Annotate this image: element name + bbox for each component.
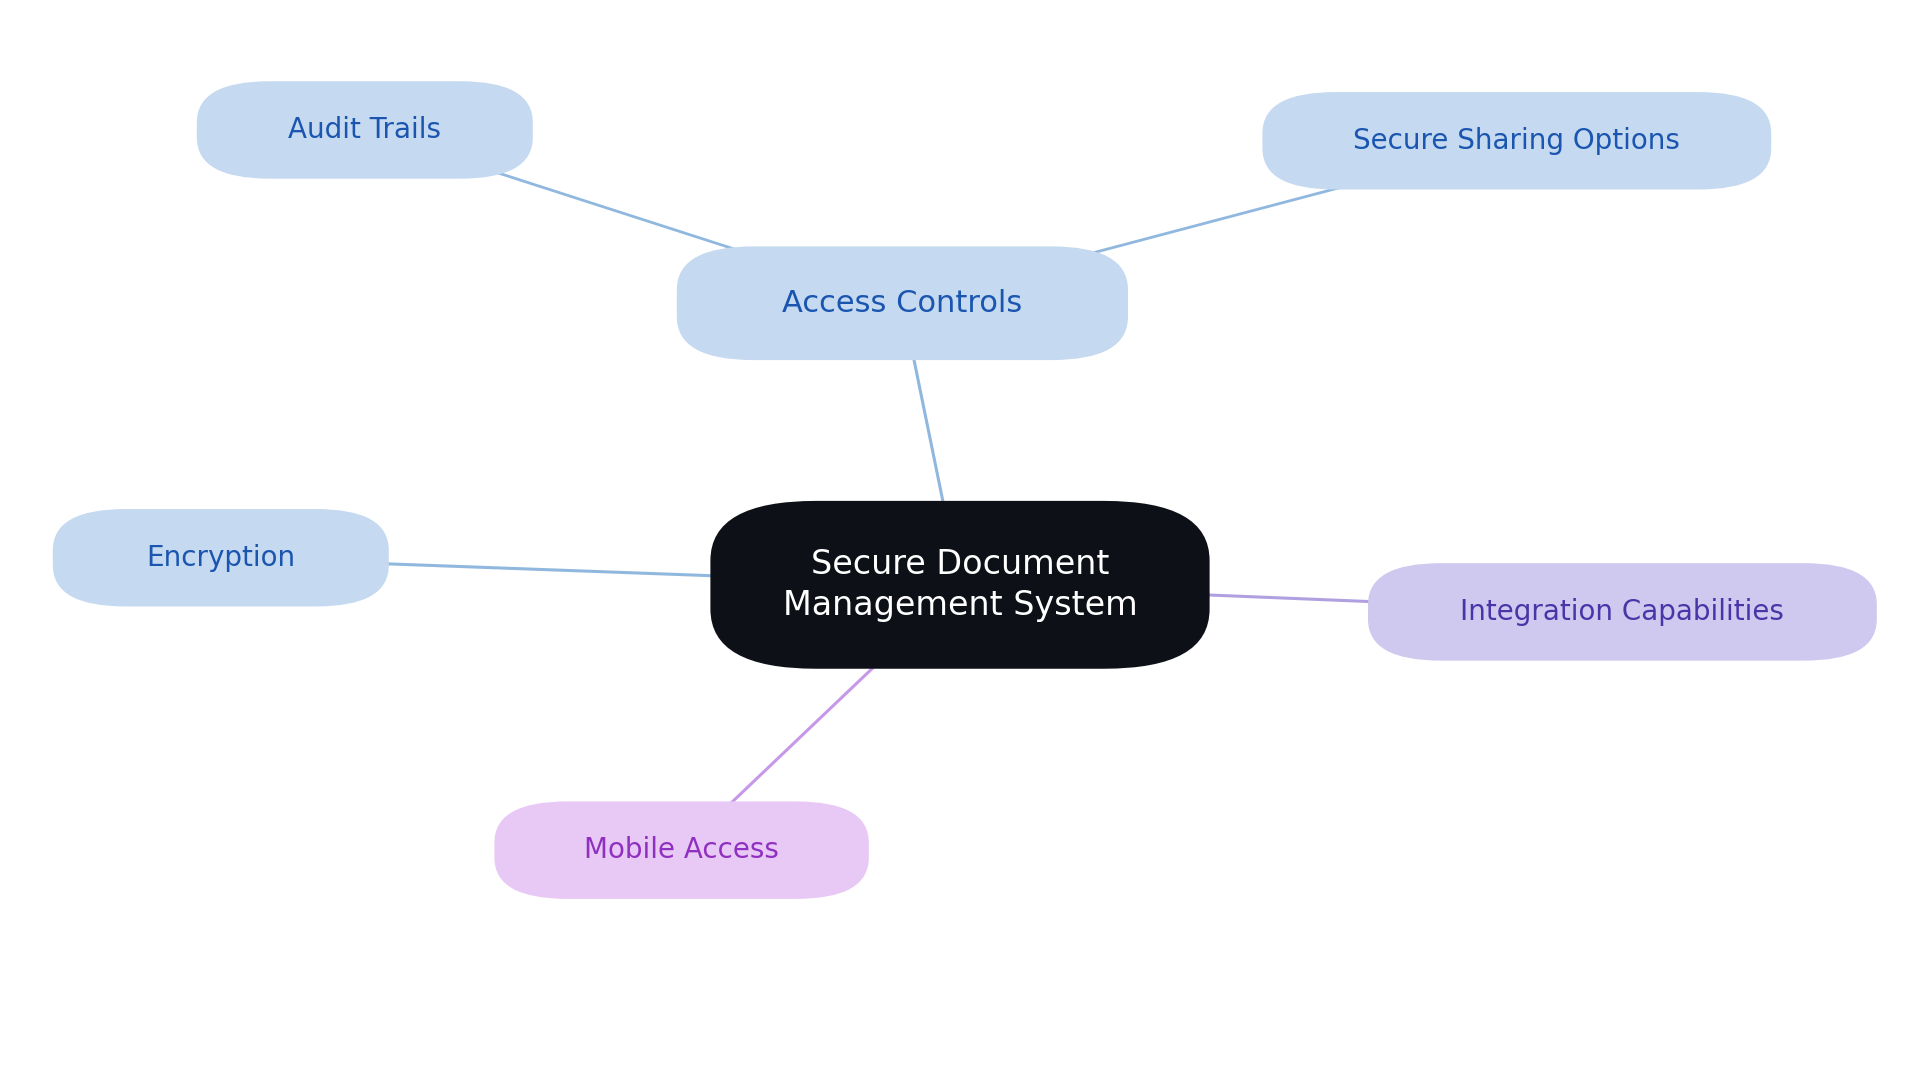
FancyBboxPatch shape bbox=[493, 801, 868, 899]
Text: Mobile Access: Mobile Access bbox=[584, 836, 780, 864]
FancyBboxPatch shape bbox=[54, 509, 388, 606]
Text: Audit Trails: Audit Trails bbox=[288, 116, 442, 144]
Text: Integration Capabilities: Integration Capabilities bbox=[1461, 598, 1784, 626]
FancyBboxPatch shape bbox=[1367, 563, 1876, 661]
Text: Access Controls: Access Controls bbox=[781, 289, 1023, 317]
FancyBboxPatch shape bbox=[710, 500, 1210, 668]
FancyBboxPatch shape bbox=[676, 247, 1127, 360]
FancyBboxPatch shape bbox=[198, 81, 532, 179]
Text: Encryption: Encryption bbox=[146, 544, 296, 572]
Text: Secure Document
Management System: Secure Document Management System bbox=[783, 548, 1137, 622]
FancyBboxPatch shape bbox=[1263, 92, 1770, 190]
Text: Secure Sharing Options: Secure Sharing Options bbox=[1354, 127, 1680, 155]
